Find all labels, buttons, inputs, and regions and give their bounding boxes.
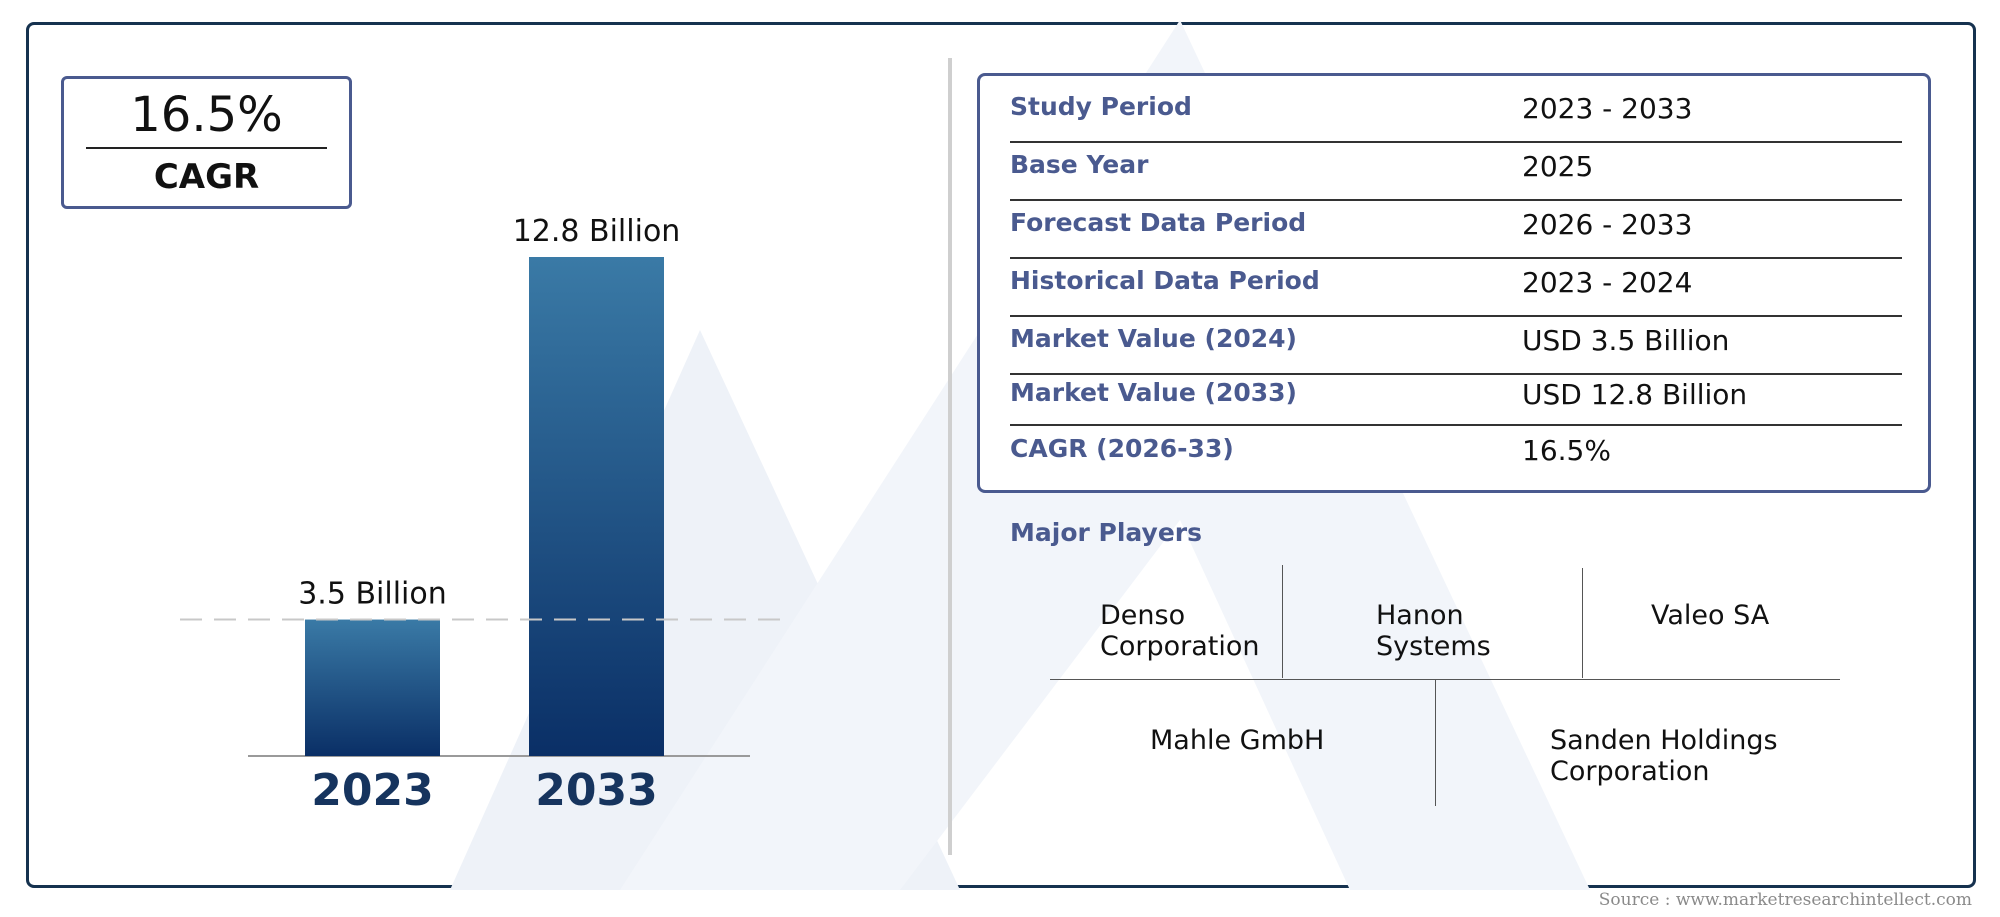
info-label: CAGR (2026-33) xyxy=(1010,434,1234,463)
player-separator xyxy=(1435,680,1436,806)
info-label: Base Year xyxy=(1010,150,1149,179)
info-value: 2023 - 2033 xyxy=(1522,92,1693,125)
player-hanon: Hanon Systems xyxy=(1376,600,1491,662)
player-name: Denso Corporation xyxy=(1100,600,1260,662)
players-row-divider xyxy=(1050,679,1840,680)
bar-2033 xyxy=(529,257,664,756)
market-info-table: Study Period 2023 - 2033 Base Year 2025 … xyxy=(977,73,1931,493)
bar-data-label: 3.5 Billion xyxy=(298,577,447,612)
source-credit: Source : www.marketresearchintellect.com xyxy=(1598,890,1972,910)
info-value: 16.5% xyxy=(1522,434,1611,467)
player-name: Sanden Holdings Corporation xyxy=(1550,725,1778,787)
info-value: 2023 - 2024 xyxy=(1522,266,1693,299)
info-label: Market Value (2033) xyxy=(1010,378,1297,407)
info-label: Study Period xyxy=(1010,92,1192,121)
player-separator xyxy=(1582,568,1583,678)
info-row-base-year: Base Year 2025 xyxy=(1010,138,1900,196)
cagr-divider xyxy=(86,147,327,149)
row-divider xyxy=(1010,373,1902,375)
info-value: USD 3.5 Billion xyxy=(1522,324,1730,357)
bar-data-label: 12.8 Billion xyxy=(513,214,681,249)
cagr-label: CAGR xyxy=(153,157,260,197)
row-divider xyxy=(1010,257,1902,259)
info-value: 2026 - 2033 xyxy=(1522,208,1693,241)
x-tick-label: 2023 xyxy=(311,765,433,816)
info-row-market-value-2033: Market Value (2033) USD 12.8 Billion xyxy=(1010,366,1900,424)
cagr-box: 16.5% CAGR xyxy=(61,76,352,209)
row-divider xyxy=(1010,199,1902,201)
info-value: 2025 xyxy=(1522,150,1594,183)
info-label: Historical Data Period xyxy=(1010,266,1320,295)
row-divider xyxy=(1010,424,1902,426)
info-row-historical-period: Historical Data Period 2023 - 2024 xyxy=(1010,254,1900,312)
player-separator xyxy=(1282,565,1283,678)
player-name: Valeo SA xyxy=(1651,600,1770,631)
player-sanden: Sanden Holdings Corporation xyxy=(1550,725,1778,787)
bar-2023 xyxy=(305,619,440,756)
player-denso: Denso Corporation xyxy=(1100,600,1260,662)
major-players-title: Major Players xyxy=(1010,518,1202,547)
player-valeo: Valeo SA xyxy=(1651,600,1769,631)
info-label: Forecast Data Period xyxy=(1010,208,1307,237)
row-divider xyxy=(1010,141,1902,143)
info-row-cagr: CAGR (2026-33) 16.5% xyxy=(1010,422,1900,480)
info-label: Market Value (2024) xyxy=(1010,324,1297,353)
info-value: USD 12.8 Billion xyxy=(1522,378,1748,411)
section-divider xyxy=(948,58,952,855)
cagr-value: 16.5% xyxy=(130,87,283,143)
player-name: Hanon Systems xyxy=(1376,600,1491,662)
player-mahle: Mahle GmbH xyxy=(1150,725,1324,756)
row-divider xyxy=(1010,315,1902,317)
info-row-study-period: Study Period 2023 - 2033 xyxy=(1010,80,1900,138)
player-name: Mahle GmbH xyxy=(1150,725,1325,756)
info-row-market-value-2024: Market Value (2024) USD 3.5 Billion xyxy=(1010,312,1900,370)
info-row-forecast-period: Forecast Data Period 2026 - 2033 xyxy=(1010,196,1900,254)
x-tick-label: 2033 xyxy=(535,765,657,816)
